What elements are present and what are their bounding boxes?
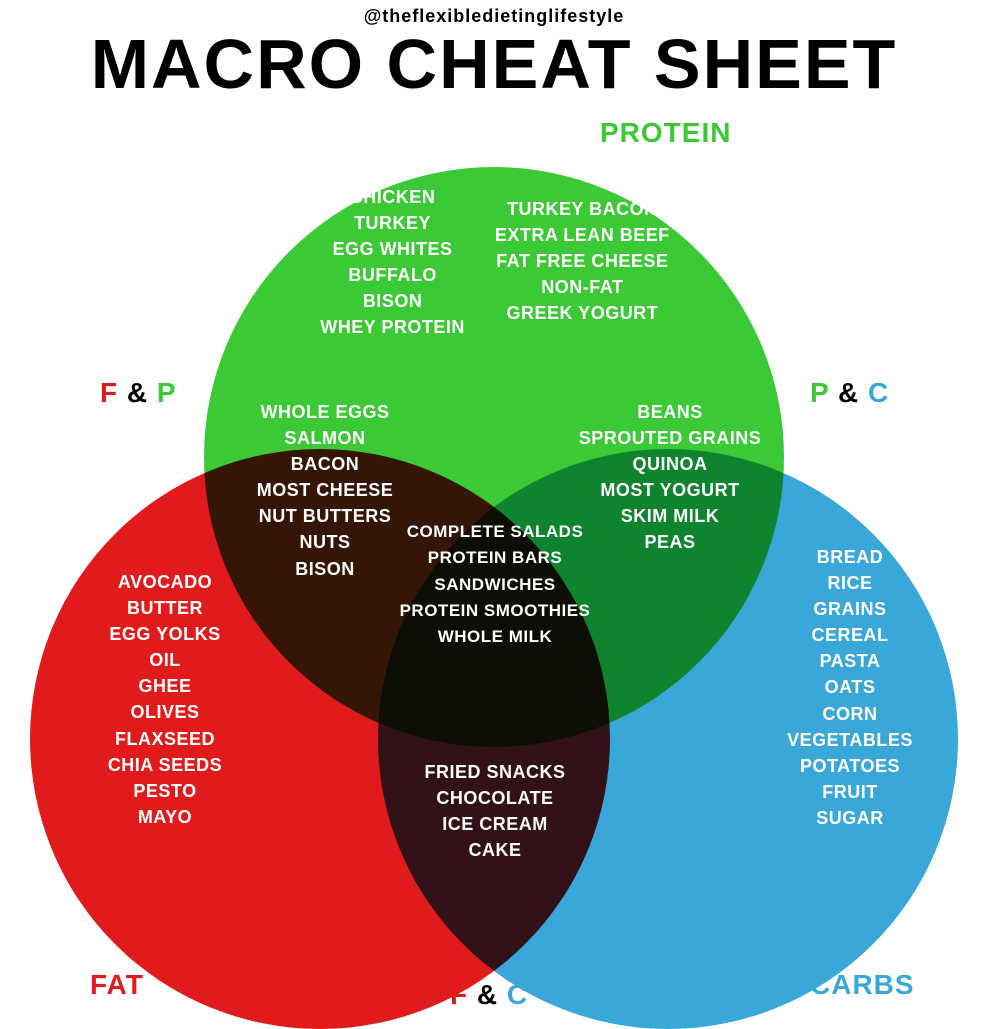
fc-amp: &: [468, 979, 507, 1010]
food-item: PASTA: [760, 648, 940, 674]
food-item: FLAXSEED: [60, 726, 270, 752]
food-item: WHEY PROTEIN: [320, 314, 465, 340]
carbs-label: CARBS: [810, 969, 915, 1001]
protein-label: PROTEIN: [600, 117, 731, 149]
fat-carbs-items: FRIED SNACKSCHOCOLATEICE CREAMCAKE: [390, 759, 600, 863]
food-item: SPROUTED GRAINS: [555, 425, 785, 451]
food-item: SALMON: [210, 425, 440, 451]
food-item: NON-FAT: [495, 274, 670, 300]
food-item: GREEK YOGURT: [495, 300, 670, 326]
food-item: OATS: [760, 674, 940, 700]
food-item: EGG WHITES: [320, 236, 465, 262]
food-item: VEGETABLES: [760, 727, 940, 753]
food-item: BREAD: [760, 544, 940, 570]
food-item: POTATOES: [760, 753, 940, 779]
fat-label: FAT: [90, 969, 144, 1001]
protein-items-right: TURKEY BACONEXTRA LEAN BEEFFAT FREE CHEE…: [495, 196, 670, 341]
food-item: BEANS: [555, 399, 785, 425]
food-item: CEREAL: [760, 622, 940, 648]
fc-f: F: [450, 979, 468, 1010]
food-item: WHOLE MILK: [390, 624, 600, 650]
food-item: CAKE: [390, 837, 600, 863]
food-item: CORN: [760, 701, 940, 727]
center-items: COMPLETE SALADSPROTEIN BARSSANDWICHESPRO…: [390, 519, 600, 651]
fat-carbs-label: F & C: [450, 979, 528, 1011]
food-item: CHIA SEEDS: [60, 752, 270, 778]
fp-f: F: [100, 377, 118, 408]
food-item: FRIED SNACKS: [390, 759, 600, 785]
food-item: SANDWICHES: [390, 572, 600, 598]
food-item: CHOCOLATE: [390, 785, 600, 811]
food-item: GRAINS: [760, 596, 940, 622]
pc-p: P: [810, 377, 829, 408]
food-item: BACON: [210, 451, 440, 477]
fat-items: AVOCADOBUTTEREGG YOLKSOILGHEEOLIVESFLAXS…: [60, 569, 270, 830]
food-item: PESTO: [60, 778, 270, 804]
protein-items-left: CHICKENTURKEYEGG WHITESBUFFALOBISONWHEY …: [320, 184, 465, 341]
pc-c: C: [868, 377, 889, 408]
food-item: BISON: [320, 288, 465, 314]
fat-protein-label: F & P: [100, 377, 177, 409]
page-title: MACRO CHEAT SHEET: [0, 29, 988, 99]
food-item: PROTEIN BARS: [390, 545, 600, 571]
food-item: MOST CHEESE: [210, 477, 440, 503]
food-item: WHOLE EGGS: [210, 399, 440, 425]
food-item: EGG YOLKS: [60, 621, 270, 647]
carbs-items: BREADRICEGRAINSCEREALPASTAOATSCORNVEGETA…: [760, 544, 940, 831]
food-item: CHICKEN: [320, 184, 465, 210]
venn-diagram: PROTEIN FAT CARBS F & P P & C F & C CHIC…: [0, 99, 988, 1009]
food-item: COMPLETE SALADS: [390, 519, 600, 545]
pc-amp: &: [829, 377, 868, 408]
food-item: SUGAR: [760, 805, 940, 831]
protein-items: CHICKENTURKEYEGG WHITESBUFFALOBISONWHEY …: [280, 184, 710, 341]
food-item: FAT FREE CHEESE: [495, 248, 670, 274]
food-item: FRUIT: [760, 779, 940, 805]
food-item: BUTTER: [60, 595, 270, 621]
food-item: OIL: [60, 647, 270, 673]
food-item: OLIVES: [60, 699, 270, 725]
fc-c: C: [507, 979, 528, 1010]
food-item: QUINOA: [555, 451, 785, 477]
fp-amp: &: [118, 377, 157, 408]
food-item: TURKEY BACON: [495, 196, 670, 222]
account-handle: @theflexibledietinglifestyle: [0, 0, 988, 27]
food-item: GHEE: [60, 673, 270, 699]
food-item: MOST YOGURT: [555, 477, 785, 503]
food-item: ICE CREAM: [390, 811, 600, 837]
food-item: RICE: [760, 570, 940, 596]
food-item: BUFFALO: [320, 262, 465, 288]
food-item: MAYO: [60, 804, 270, 830]
protein-carbs-label: P & C: [810, 377, 889, 409]
food-item: TURKEY: [320, 210, 465, 236]
food-item: EXTRA LEAN BEEF: [495, 222, 670, 248]
food-item: PROTEIN SMOOTHIES: [390, 598, 600, 624]
fp-p: P: [157, 377, 177, 408]
